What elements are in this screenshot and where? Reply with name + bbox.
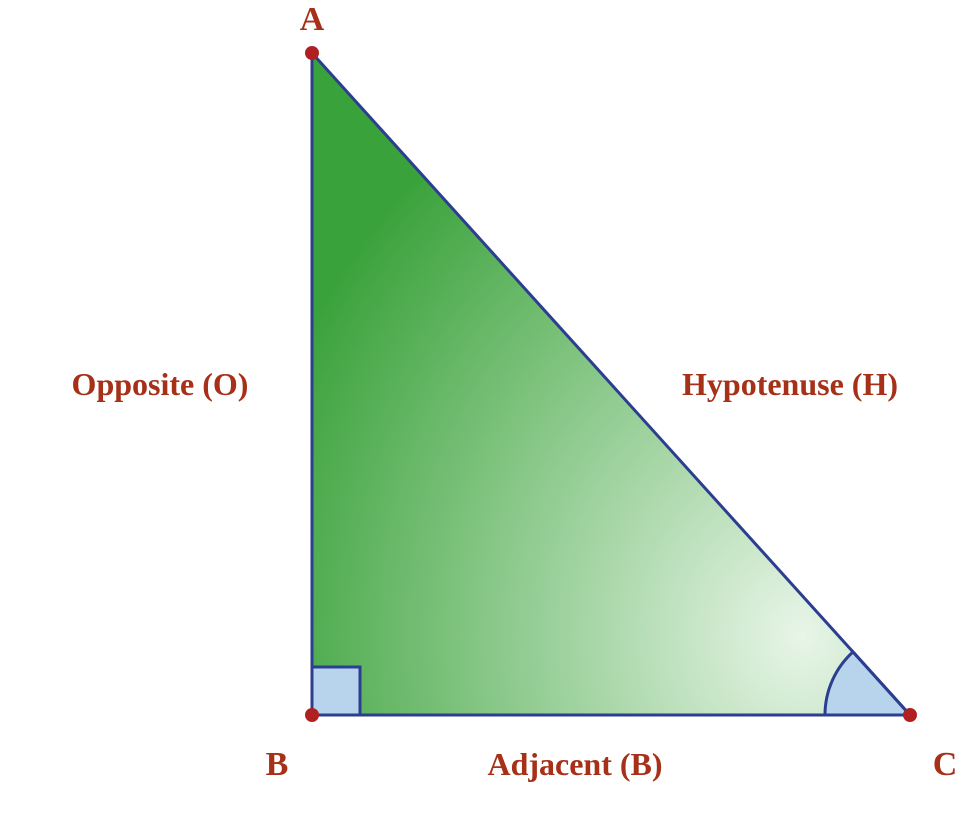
vertex-dot-a bbox=[305, 46, 319, 60]
vertex-dot-c bbox=[903, 708, 917, 722]
side-label-hypotenuse: Hypotenuse (H) bbox=[682, 366, 898, 402]
side-label-adjacent: Adjacent (B) bbox=[487, 746, 662, 782]
vertex-dot-b bbox=[305, 708, 319, 722]
right-angle-marker bbox=[312, 667, 360, 715]
vertex-label-c: C bbox=[933, 746, 958, 783]
vertex-label-b: B bbox=[266, 746, 289, 783]
vertex-label-a: A bbox=[300, 1, 325, 38]
side-label-opposite: Opposite (O) bbox=[72, 366, 249, 402]
right-triangle-diagram: A B C Opposite (O) Hypotenuse (H) Adjace… bbox=[0, 0, 980, 817]
